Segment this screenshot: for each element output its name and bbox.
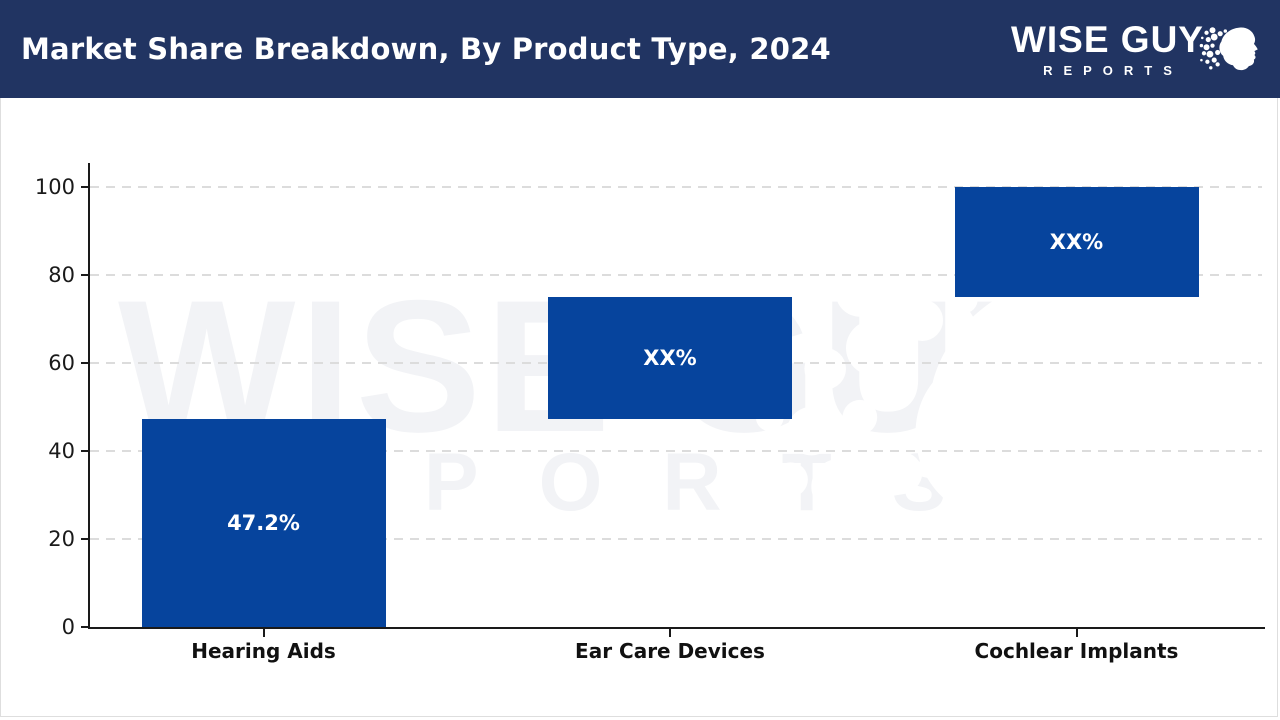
y-axis-tick bbox=[81, 274, 89, 276]
gridline bbox=[90, 274, 1262, 276]
logo-text: WISE GUY REPORTS bbox=[1011, 21, 1204, 78]
y-axis-tick-label: 80 bbox=[48, 263, 75, 287]
y-axis-tick bbox=[81, 450, 89, 452]
y-axis-tick-label: 20 bbox=[48, 527, 75, 551]
y-axis-tick-label: 60 bbox=[48, 351, 75, 375]
y-axis-tick bbox=[81, 362, 89, 364]
gridline bbox=[90, 538, 1262, 540]
y-axis-tick bbox=[81, 538, 89, 540]
content-border-right bbox=[1277, 98, 1278, 717]
y-axis-tick bbox=[81, 186, 89, 188]
y-axis-tick bbox=[81, 626, 89, 628]
bar-segment bbox=[954, 187, 1199, 297]
bar-segment bbox=[548, 297, 792, 420]
logo-wordmark: WISE GUY bbox=[1010, 18, 1204, 60]
y-axis-tick-label: 100 bbox=[34, 175, 75, 199]
bar-value-label: XX% bbox=[643, 346, 697, 371]
x-axis-category-label: Cochlear Implants bbox=[974, 639, 1179, 663]
logo-subtitle: REPORTS bbox=[1043, 62, 1183, 78]
gridline bbox=[90, 186, 1262, 188]
bar-segment bbox=[141, 419, 386, 627]
wise-guy-logo: WISE GUY REPORTS bbox=[1011, 9, 1262, 89]
page-title: Market Share Breakdown, By Product Type,… bbox=[21, 32, 831, 66]
header: Market Share Breakdown, By Product Type,… bbox=[0, 0, 1280, 98]
y-axis-tick-label: 40 bbox=[48, 439, 75, 463]
gridline bbox=[90, 450, 1262, 452]
y-axis-tick-label: 0 bbox=[61, 615, 75, 639]
x-axis-category-label: Ear Care Devices bbox=[575, 639, 765, 663]
content-border-bottom bbox=[0, 716, 1278, 717]
x-axis-tick bbox=[1075, 628, 1078, 637]
x-axis-category-label: Hearing Aids bbox=[191, 639, 336, 663]
content-border-left bbox=[0, 98, 1, 717]
x-axis-line bbox=[88, 627, 1265, 629]
x-axis-tick bbox=[262, 628, 265, 637]
x-axis-tick bbox=[669, 628, 671, 637]
bar-value-label: XX% bbox=[1049, 230, 1104, 254]
logo-head-icon bbox=[1199, 27, 1258, 71]
y-axis-line bbox=[88, 163, 90, 629]
bar-value-label: 47.2% bbox=[227, 511, 300, 536]
